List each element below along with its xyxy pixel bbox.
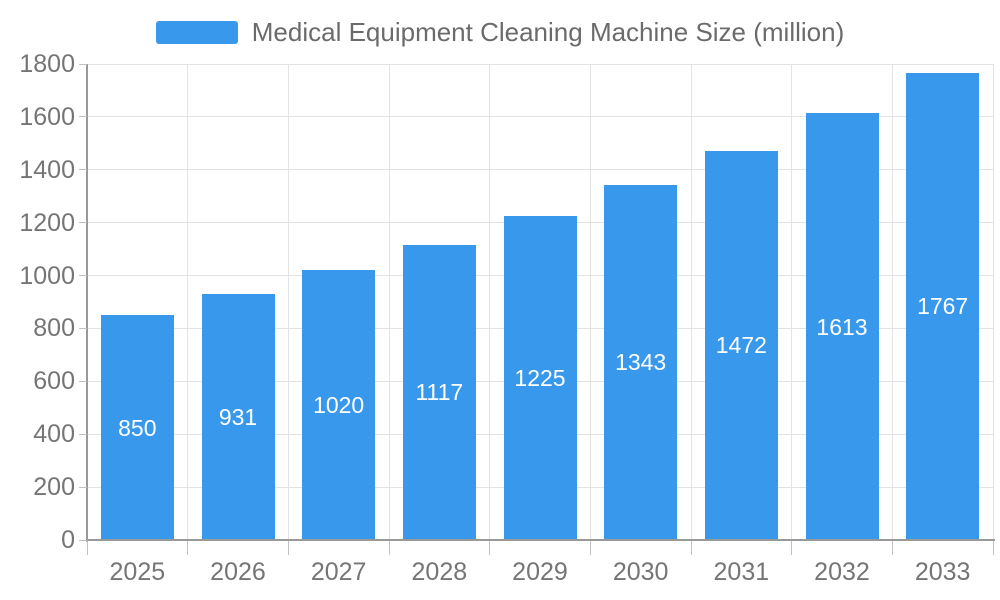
x-axis-label: 2028 xyxy=(411,558,468,586)
y-axis-tick xyxy=(79,116,87,118)
gridline-vertical xyxy=(489,64,491,540)
x-axis-label: 2025 xyxy=(109,558,166,586)
y-axis-tick xyxy=(79,222,87,224)
legend-item[interactable]: Medical Equipment Cleaning Machine Size … xyxy=(0,17,1000,48)
x-axis-label: 2026 xyxy=(210,558,266,586)
gridline-vertical xyxy=(791,64,793,540)
gridline-vertical xyxy=(187,64,189,540)
legend-label: Medical Equipment Cleaning Machine Size … xyxy=(251,17,845,47)
bar[interactable] xyxy=(906,72,980,540)
x-axis-tick xyxy=(589,541,591,555)
y-axis-label: 0 xyxy=(61,526,75,554)
x-axis-tick xyxy=(388,541,390,555)
bar[interactable] xyxy=(704,150,778,540)
x-axis-tick xyxy=(489,541,491,555)
x-axis-tick xyxy=(690,541,692,555)
x-axis-tick xyxy=(992,541,994,555)
x-axis-label: 2029 xyxy=(512,558,568,586)
x-axis-line xyxy=(87,539,995,541)
gridline-horizontal xyxy=(87,63,993,65)
x-axis-tick xyxy=(791,541,793,555)
gridline-vertical xyxy=(589,64,591,540)
y-axis-tick xyxy=(79,169,87,171)
bar[interactable] xyxy=(604,184,678,540)
y-axis-tick xyxy=(79,275,87,277)
bar[interactable] xyxy=(805,113,879,540)
y-axis-tick xyxy=(79,433,87,435)
x-axis-label: 2032 xyxy=(814,558,870,586)
gridline-vertical xyxy=(992,64,994,540)
gridline-horizontal xyxy=(87,169,993,171)
gridline-vertical xyxy=(287,64,289,540)
x-axis-label: 2033 xyxy=(914,558,971,586)
y-axis-label: 1800 xyxy=(19,50,75,78)
gridline-vertical xyxy=(388,64,390,540)
y-axis-tick xyxy=(79,486,87,488)
legend-swatch xyxy=(155,21,238,44)
y-axis-tick xyxy=(79,63,87,65)
y-axis-tick xyxy=(79,380,87,382)
x-axis-tick xyxy=(287,541,289,555)
y-axis-label: 1400 xyxy=(19,155,75,184)
bar[interactable] xyxy=(201,293,275,540)
bar[interactable] xyxy=(503,216,577,540)
gridline-vertical xyxy=(690,64,692,540)
bar[interactable] xyxy=(302,270,376,540)
y-axis-label: 1000 xyxy=(19,261,75,290)
bar[interactable] xyxy=(402,244,476,540)
x-axis-label: 2027 xyxy=(310,558,367,586)
x-axis-label: 2030 xyxy=(612,558,669,586)
y-axis-label: 600 xyxy=(33,367,75,396)
y-axis-tick xyxy=(79,327,87,329)
y-axis-label: 800 xyxy=(33,314,75,343)
x-axis-tick xyxy=(86,541,88,555)
x-axis-label: 2031 xyxy=(713,558,770,586)
gridline-vertical xyxy=(891,64,893,540)
y-axis-line xyxy=(86,64,88,542)
y-axis-label: 1200 xyxy=(19,208,75,237)
y-axis-label: 1600 xyxy=(19,102,75,131)
bar[interactable] xyxy=(100,315,174,540)
y-axis-label: 200 xyxy=(33,473,75,502)
x-axis-tick xyxy=(187,541,189,555)
y-axis-label: 400 xyxy=(33,420,75,449)
gridline-horizontal xyxy=(87,116,993,118)
y-axis-tick xyxy=(79,539,87,541)
x-axis-tick xyxy=(891,541,893,555)
